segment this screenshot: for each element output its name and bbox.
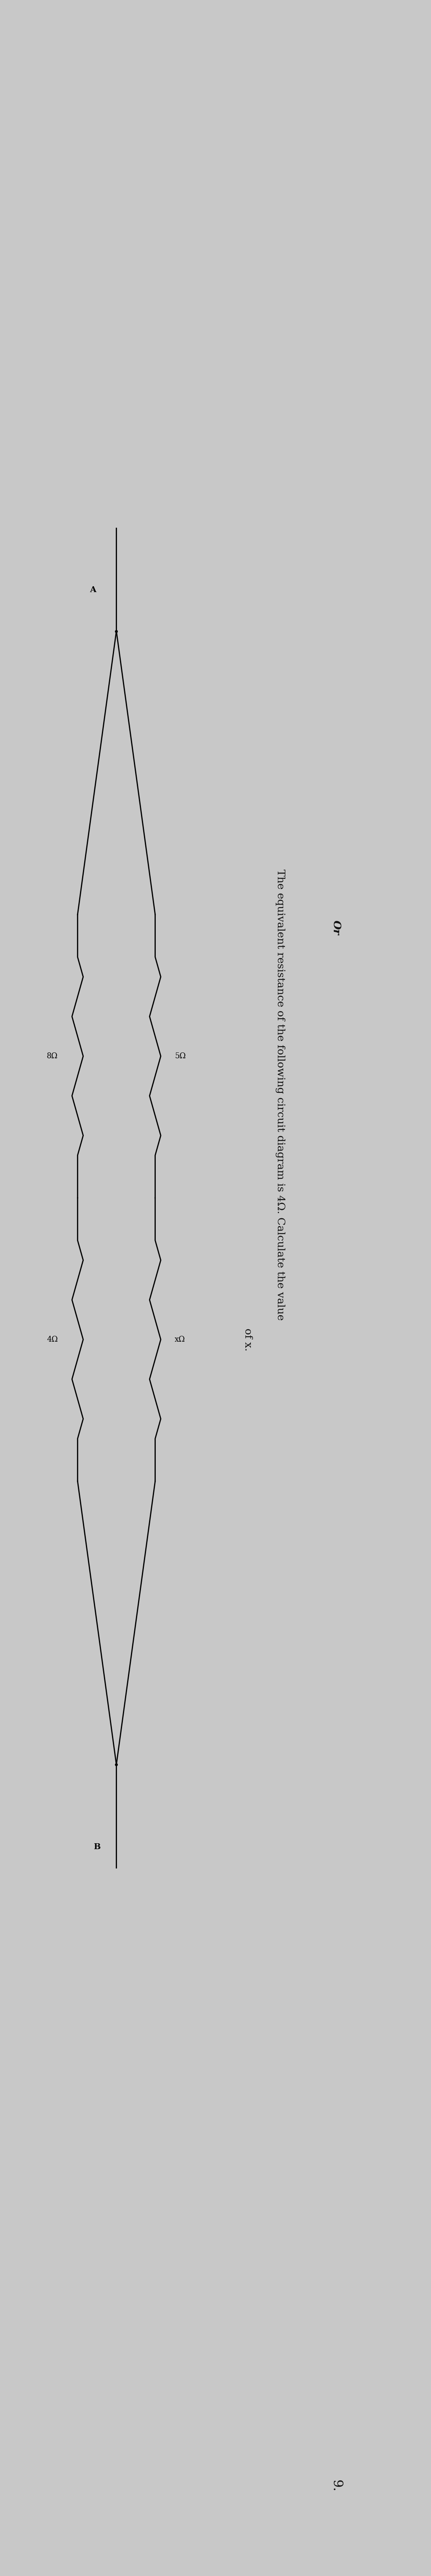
Text: B: B xyxy=(94,1844,100,1850)
Text: 5Ω: 5Ω xyxy=(175,1054,186,1059)
Text: 9.: 9. xyxy=(330,2481,343,2491)
Text: The equivalent resistance of the following circuit diagram is 4Ω. Calculate the : The equivalent resistance of the followi… xyxy=(275,868,285,1321)
Text: 8Ω: 8Ω xyxy=(47,1054,58,1059)
Text: Or: Or xyxy=(331,920,341,935)
Text: A: A xyxy=(90,587,96,592)
Text: of x.: of x. xyxy=(243,1329,253,1350)
Text: xΩ: xΩ xyxy=(175,1337,185,1342)
Text: 4Ω: 4Ω xyxy=(47,1337,58,1342)
